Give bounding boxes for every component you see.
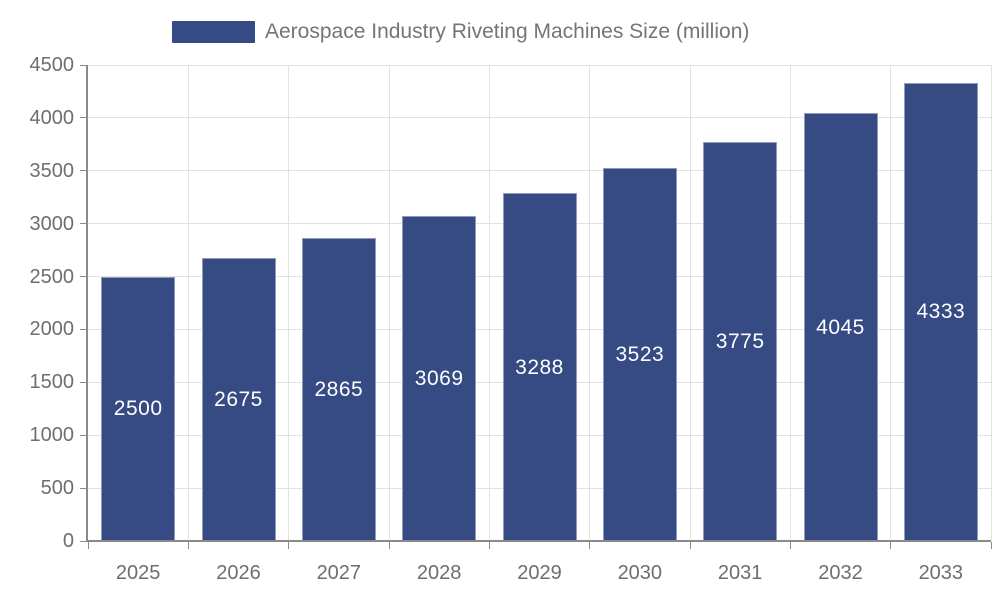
- bar-2025[interactable]: 2500: [101, 276, 176, 541]
- y-tick-label: 3000: [29, 212, 75, 235]
- x-axis-tick: [187, 542, 189, 549]
- x-axis-tick: [87, 542, 89, 549]
- x-tick-label: 2028: [416, 562, 462, 584]
- x-tick-label: 2027: [316, 562, 362, 584]
- gridline-vertical: [789, 65, 791, 541]
- x-axis-tick: [990, 542, 992, 549]
- x-axis-tick: [288, 542, 290, 549]
- x-tick-label: 2025: [115, 562, 161, 584]
- y-axis-tick: [80, 276, 88, 278]
- legend-swatch: [172, 21, 255, 43]
- bar-2032[interactable]: 4045: [803, 113, 878, 541]
- gridline-vertical: [990, 65, 992, 541]
- gridline-vertical: [187, 65, 189, 541]
- bar-2029[interactable]: 3288: [502, 193, 577, 541]
- y-tick-label: 1500: [29, 371, 75, 394]
- gridline-vertical: [488, 65, 490, 541]
- legend-label: Aerospace Industry Riveting Machines Siz…: [265, 20, 750, 43]
- y-tick-label: 2500: [29, 265, 75, 288]
- y-axis-tick: [80, 487, 88, 489]
- bar-value-label: 4333: [916, 300, 966, 324]
- y-tick-label: 0: [62, 530, 74, 552]
- x-axis-tick: [689, 542, 691, 549]
- gridline-vertical: [689, 65, 691, 541]
- bar-2033[interactable]: 4333: [903, 82, 978, 541]
- x-axis-line: [86, 540, 991, 542]
- plot-area: 2500 2675 2865 3069 3288 3523 3775 4045 4333: [88, 64, 992, 541]
- y-tick-label: 500: [40, 477, 74, 500]
- y-axis-line: [86, 65, 88, 542]
- x-tick-label: 2026: [216, 562, 261, 584]
- legend[interactable]: Aerospace Industry Riveting Machines Siz…: [172, 20, 749, 44]
- x-tick-label: 2032: [818, 562, 863, 584]
- y-axis-tick: [80, 381, 88, 383]
- gridline-vertical: [288, 65, 290, 541]
- x-tick-label: 2030: [617, 562, 663, 584]
- x-tick-label: 2033: [918, 562, 964, 584]
- bar-value-label: 2865: [314, 377, 364, 401]
- gridline-vertical: [890, 65, 892, 541]
- y-tick-label: 4500: [29, 54, 75, 76]
- bar-value-label: 3069: [414, 367, 464, 391]
- y-axis-tick: [80, 223, 88, 225]
- gridline-horizontal: [88, 64, 991, 66]
- y-axis-tick: [80, 64, 88, 66]
- x-axis-tick: [589, 542, 591, 549]
- bar-2026[interactable]: 2675: [201, 258, 276, 541]
- bar-value-label: 3288: [515, 355, 564, 379]
- gridline-horizontal: [88, 117, 991, 119]
- bar-2030[interactable]: 3523: [602, 168, 677, 541]
- x-axis-tick: [388, 542, 390, 549]
- bar-2031[interactable]: 3775: [703, 141, 778, 541]
- gridline-vertical: [388, 65, 390, 541]
- y-tick-label: 1000: [29, 424, 75, 447]
- x-tick-label: 2029: [517, 562, 562, 584]
- y-axis-tick: [80, 117, 88, 119]
- x-axis-tick: [488, 542, 490, 549]
- bar-value-label: 3523: [615, 343, 665, 367]
- y-axis-tick: [80, 434, 88, 436]
- y-axis-tick: [80, 540, 88, 542]
- bar-value-label: 4045: [816, 315, 865, 339]
- bar-2028[interactable]: 3069: [402, 216, 477, 541]
- y-tick-label: 3500: [29, 159, 75, 182]
- y-axis-tick: [80, 328, 88, 330]
- bar-value-label: 3775: [715, 329, 765, 353]
- y-tick-label: 2000: [29, 318, 75, 341]
- x-axis-tick: [890, 542, 892, 549]
- bar-value-label: 2500: [113, 397, 163, 421]
- gridline-horizontal: [88, 170, 991, 172]
- y-tick-label: 4000: [29, 106, 75, 129]
- gridline-vertical: [589, 65, 591, 541]
- bar-value-label: 2675: [214, 388, 263, 412]
- y-axis-tick: [80, 170, 88, 172]
- x-tick-label: 2031: [717, 562, 763, 584]
- bar-2027[interactable]: 2865: [301, 237, 376, 541]
- x-axis-tick: [789, 542, 791, 549]
